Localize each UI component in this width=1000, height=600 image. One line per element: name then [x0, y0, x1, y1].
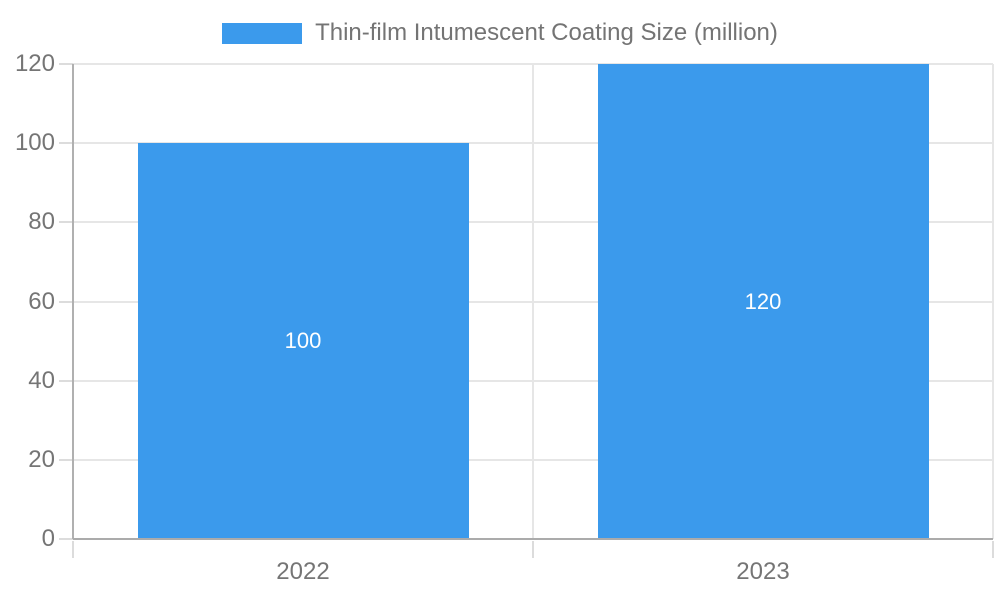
x-axis-line — [73, 538, 993, 540]
y-axis-tick — [59, 458, 73, 461]
y-axis-tick — [59, 221, 73, 224]
y-axis-label: 0 — [41, 525, 55, 552]
bar-2022[interactable] — [137, 143, 469, 539]
x-axis-label-2022: 2022 — [276, 558, 330, 585]
y-axis-label: 120 — [14, 50, 55, 77]
y-axis-tick — [59, 538, 73, 540]
y-axis-tick — [59, 63, 73, 65]
bar-value-label: 100 — [284, 328, 322, 354]
x-axis-tick — [992, 541, 994, 558]
bar-value-label: 120 — [744, 288, 782, 314]
y-axis-line — [72, 64, 74, 539]
bar-2023[interactable] — [597, 64, 929, 539]
y-axis-tick — [59, 142, 73, 145]
y-axis-label: 80 — [28, 208, 55, 236]
y-axis-label: 20 — [28, 445, 55, 473]
category-boundary-line — [532, 64, 534, 539]
y-axis-label: 100 — [14, 129, 55, 157]
y-axis-label: 40 — [28, 366, 55, 394]
y-axis-tick — [59, 379, 73, 382]
x-axis-label-2023: 2023 — [736, 558, 790, 585]
legend-swatch — [222, 22, 303, 44]
y-axis-label: 60 — [28, 287, 55, 315]
legend-label: Thin-film Intumescent Coating Size (mill… — [315, 19, 778, 46]
y-axis-tick — [59, 300, 73, 303]
legend[interactable]: Thin-film Intumescent Coating Size (mill… — [0, 19, 1000, 47]
x-axis-tick — [72, 541, 74, 558]
category-boundary-line — [992, 64, 994, 539]
x-axis-tick — [532, 541, 534, 558]
